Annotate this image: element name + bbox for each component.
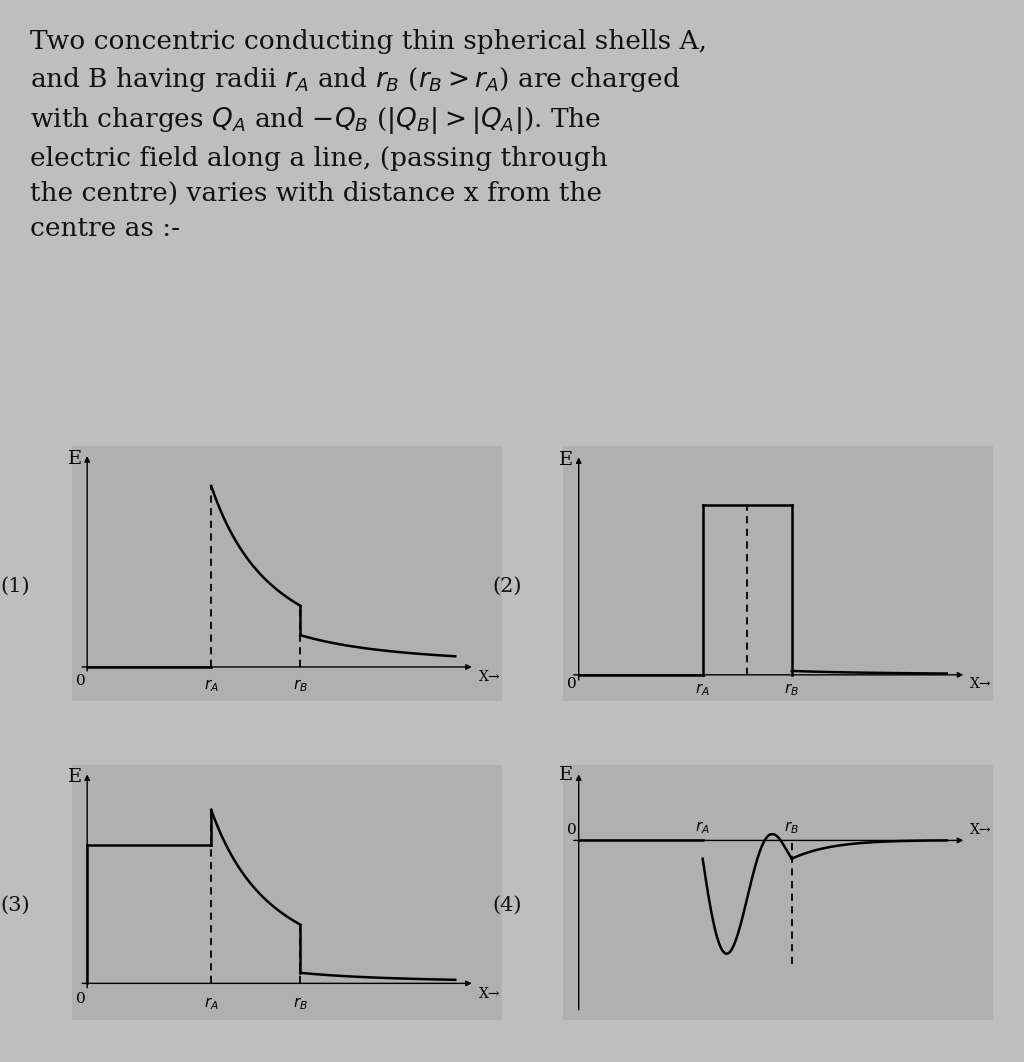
Text: $r_A$: $r_A$ (695, 681, 710, 698)
Text: (1): (1) (1, 577, 30, 596)
Text: X→: X→ (478, 987, 500, 1000)
Text: X→: X→ (970, 676, 991, 691)
Text: $r_A$: $r_A$ (204, 678, 218, 695)
Text: E: E (68, 450, 82, 468)
Text: 0: 0 (76, 674, 85, 688)
Text: 0: 0 (76, 992, 85, 1006)
Text: $r_B$: $r_B$ (293, 995, 308, 1012)
Text: E: E (559, 450, 573, 468)
Text: $r_B$: $r_B$ (784, 819, 800, 836)
Text: E: E (559, 766, 573, 784)
Text: (2): (2) (493, 577, 521, 596)
Text: (4): (4) (493, 895, 521, 914)
Text: 0: 0 (567, 676, 577, 691)
Text: Two concentric conducting thin spherical shells A,
and B having radii $r_A$ and : Two concentric conducting thin spherical… (31, 30, 708, 241)
Text: X→: X→ (478, 669, 500, 684)
Text: (3): (3) (1, 895, 30, 914)
Text: $r_B$: $r_B$ (293, 678, 308, 695)
Text: X→: X→ (970, 823, 991, 837)
Text: 0: 0 (567, 823, 577, 837)
Text: $r_A$: $r_A$ (695, 819, 710, 836)
Text: $r_B$: $r_B$ (784, 681, 800, 698)
Text: E: E (68, 768, 82, 786)
Text: $r_A$: $r_A$ (204, 995, 218, 1012)
